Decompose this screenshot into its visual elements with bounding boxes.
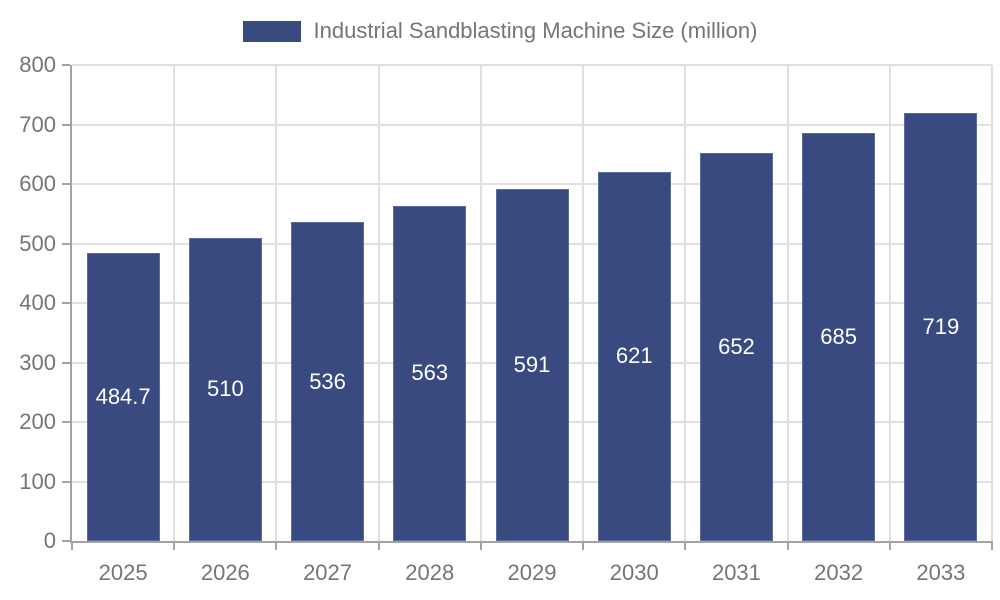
y-axis-tick-label: 800 [19,52,56,77]
bar-2025[interactable]: 484.7 [86,252,160,541]
y-axis-tick [62,480,70,483]
y-axis-tick [62,64,70,66]
x-axis-tick [786,541,789,550]
x-axis-tick [479,541,482,550]
y-axis-tick-label: 0 [43,528,56,553]
bar-2033[interactable]: 719 [904,113,978,541]
x-axis-tick-label: 2025 [98,560,148,585]
gridline-vertical [275,65,278,541]
x-axis-tick [71,541,73,550]
bar-2027[interactable]: 536 [291,222,365,541]
gridline-horizontal [72,64,992,66]
bar-value-label: 563 [411,360,449,386]
legend[interactable]: Industrial Sandblasting Machine Size (mi… [0,16,1000,46]
x-axis-tick-label: 2033 [916,560,966,585]
y-axis-tick [62,242,70,245]
y-axis-tick [62,123,70,126]
gridline-vertical [991,65,993,541]
gridline-vertical [582,65,585,541]
bar-value-label: 685 [820,324,858,350]
bar-value-label: 719 [922,314,960,340]
bar-value-label: 591 [513,352,551,378]
x-axis-tick-label: 2028 [405,560,455,585]
x-axis-tick [377,541,380,550]
bar-2032[interactable]: 685 [802,133,876,541]
y-axis-tick-label: 400 [19,290,56,315]
bar-value-label: 510 [206,376,244,402]
gridline-vertical [786,65,789,541]
x-axis-tick-label: 2029 [507,560,557,585]
plot-area: 484.7 510 536 563 591 621 652 685 719 [72,64,993,541]
gridline-vertical [888,65,891,541]
y-axis-tick [62,183,70,185]
bar-2029[interactable]: 591 [495,189,569,541]
bar-value-label: 484.7 [95,383,151,409]
x-axis-tick-label: 2030 [609,560,659,585]
x-axis-tick-label: 2027 [303,560,353,585]
x-axis-tick [275,541,278,550]
gridline-vertical [479,65,482,541]
gridline-horizontal [72,123,992,126]
x-axis-tick [991,541,993,550]
x-axis-tick [684,541,687,550]
bar-2028[interactable]: 563 [393,206,467,541]
y-axis-tick-label: 600 [19,171,56,196]
legend-swatch [242,20,301,42]
y-axis-tick [62,421,70,423]
bar-value-label: 536 [309,368,346,394]
x-axis-tick [173,541,176,550]
bar-2026[interactable]: 510 [188,237,262,541]
x-axis-line [70,541,992,543]
x-axis-tick-label: 2031 [711,560,761,585]
y-axis-tick-label: 100 [19,468,56,494]
y-axis-tick-label: 700 [19,111,56,137]
y-axis-tick [62,361,70,364]
gridline-vertical [684,65,687,541]
y-axis-line [70,65,72,543]
y-axis-tick [62,302,70,304]
y-axis-tick-label: 500 [19,230,56,256]
y-axis-tick-label: 200 [19,409,56,434]
x-axis-tick-label: 2026 [200,560,250,585]
y-axis-tick-label: 300 [19,349,56,375]
x-axis-tick [582,541,585,550]
bar-value-label: 621 [615,343,653,369]
gridline-vertical [173,65,176,541]
gridline-horizontal [72,183,992,185]
legend-label: Industrial Sandblasting Machine Size (mi… [313,18,758,43]
y-axis-tick [62,540,70,542]
x-axis-tick [888,541,891,550]
bar-2030[interactable]: 621 [597,171,671,541]
x-axis-tick-label: 2032 [814,560,864,585]
gridline-vertical [377,65,380,541]
bar-2031[interactable]: 652 [699,153,773,541]
bar-value-label: 652 [718,334,755,360]
